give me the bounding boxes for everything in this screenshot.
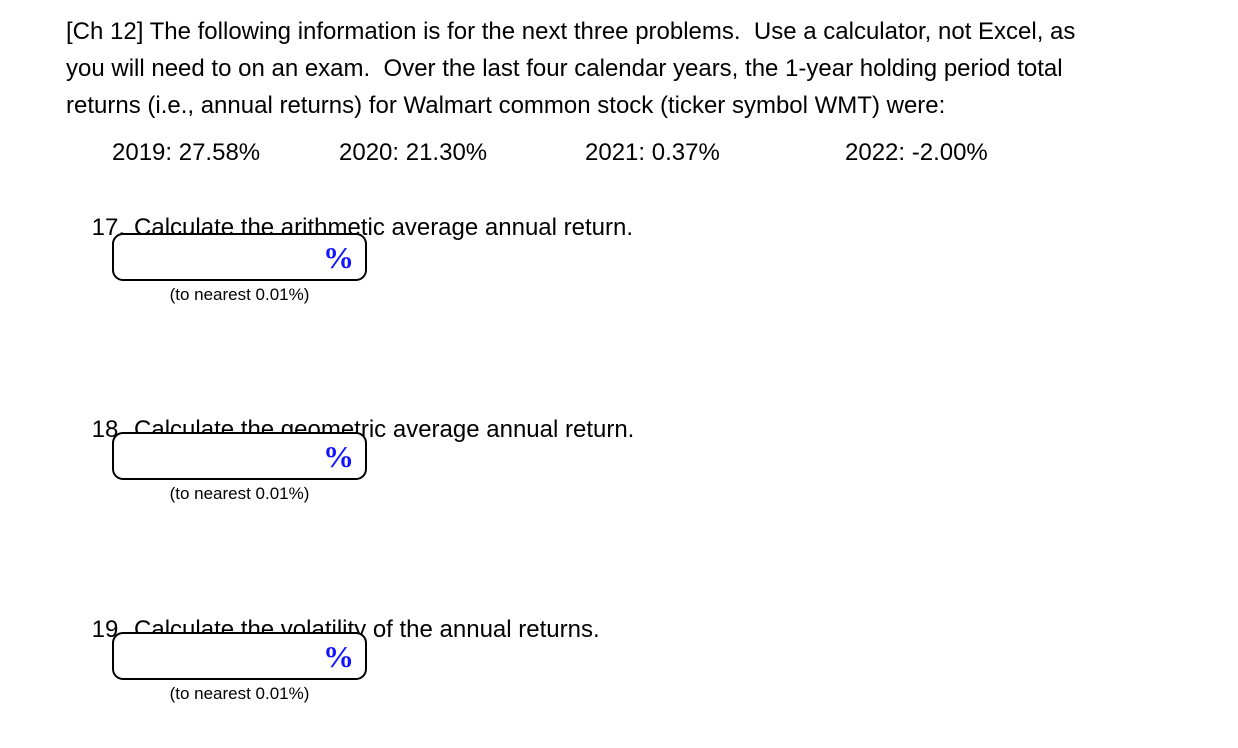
annual-return-2021: 2021: 0.37% [585, 139, 720, 166]
question-text: Calculate the arithmetic average annual … [134, 214, 633, 241]
answer-hint: (to nearest 0.01%) [169, 484, 310, 503]
percent-sign: % [323, 239, 354, 275]
answer-input-q18[interactable]: % [112, 432, 367, 480]
percent-sign: % [323, 438, 354, 474]
answer-hint: (to nearest 0.01%) [169, 285, 310, 304]
question-17-heading: 17. Calculate the arithmetic average annu… [65, 184, 633, 271]
annual-return-2022: 2022: -2.00% [845, 139, 988, 166]
intro-line: [Ch 12] The following information is for… [66, 18, 1076, 45]
annual-returns-row: 2019: 27.58% 2020: 21.30% 2021: 0.37% 20… [0, 139, 1238, 169]
answer-input-q17[interactable]: % [112, 233, 367, 281]
answer-hint: (to nearest 0.01%) [169, 684, 310, 703]
answer-input-q19[interactable]: % [112, 632, 367, 680]
annual-return-2020: 2020: 21.30% [339, 139, 488, 166]
intro-paragraph: [Ch 12] The following information is for… [66, 13, 1075, 124]
intro-line: returns (i.e., annual returns) for Walma… [66, 92, 946, 119]
annual-return-2019: 2019: 27.58% [112, 139, 261, 166]
percent-sign: % [323, 638, 354, 674]
intro-line: you will need to on an exam. Over the la… [66, 55, 1063, 82]
